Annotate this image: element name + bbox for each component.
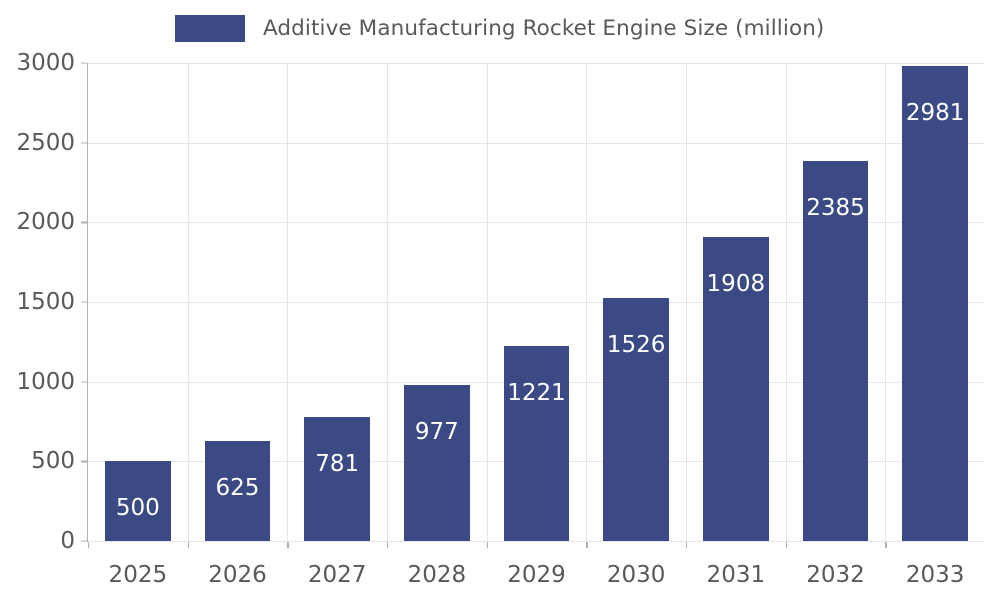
bar-slot: 625 bbox=[204, 63, 271, 541]
bar-slot: 500 bbox=[104, 63, 171, 541]
y-tick-mark bbox=[81, 460, 87, 463]
bar-value-label: 781 bbox=[315, 450, 360, 477]
bar-slot: 1526 bbox=[603, 63, 670, 541]
x-tick-mark bbox=[885, 542, 887, 548]
x-tick-label: 2026 bbox=[208, 562, 267, 588]
legend-label: Additive Manufacturing Rocket Engine Siz… bbox=[263, 15, 825, 41]
y-tick-mark bbox=[81, 142, 87, 144]
y-gridline bbox=[88, 222, 985, 224]
x-tick-label: 2029 bbox=[507, 562, 566, 588]
y-tick-mark bbox=[81, 381, 87, 383]
x-tick-mark bbox=[586, 542, 588, 548]
bar-value-label: 977 bbox=[414, 419, 459, 446]
chart-legend: Additive Manufacturing Rocket Engine Siz… bbox=[175, 13, 824, 43]
y-gridline bbox=[88, 302, 985, 303]
x-gridline bbox=[785, 63, 787, 541]
y-tick-label: 500 bbox=[31, 448, 75, 475]
y-tick-label: 2000 bbox=[16, 209, 75, 236]
bar[interactable] bbox=[104, 461, 171, 541]
x-tick-label: 2031 bbox=[706, 562, 766, 588]
x-gridline bbox=[686, 63, 687, 541]
bar[interactable] bbox=[204, 441, 271, 541]
bar-value-label: 2981 bbox=[905, 100, 965, 127]
y-tick-mark bbox=[81, 301, 87, 303]
y-tick-label: 2500 bbox=[16, 129, 75, 156]
y-tick-label: 1000 bbox=[16, 368, 75, 395]
y-axis-tick-labels: 0 500 1000 1500 2000 2500 3000 bbox=[0, 0, 75, 600]
bar-slot: 977 bbox=[403, 63, 470, 541]
y-tick-label: 0 bbox=[60, 528, 75, 554]
x-tick-mark bbox=[387, 542, 389, 548]
x-gridline bbox=[586, 63, 588, 541]
x-tick-mark bbox=[187, 542, 190, 548]
y-tick-label: 3000 bbox=[16, 50, 75, 76]
y-tick-mark bbox=[81, 62, 87, 64]
bar-value-label: 625 bbox=[215, 475, 260, 502]
bar-slot: 2981 bbox=[902, 63, 969, 541]
bar[interactable] bbox=[304, 416, 371, 541]
x-tick-mark bbox=[486, 542, 489, 548]
y-gridline bbox=[88, 541, 985, 542]
bar[interactable] bbox=[503, 346, 570, 541]
x-gridline bbox=[187, 63, 189, 541]
x-tick-mark bbox=[785, 542, 788, 548]
x-gridline bbox=[287, 63, 289, 541]
bar-value-label: 1221 bbox=[507, 380, 566, 407]
legend-color-swatch bbox=[175, 14, 245, 42]
bar-slot: 2385 bbox=[802, 63, 869, 541]
bar-slot: 781 bbox=[304, 63, 371, 541]
x-gridline bbox=[486, 63, 488, 541]
bar[interactable] bbox=[802, 161, 869, 541]
bar[interactable] bbox=[702, 237, 769, 541]
x-gridline bbox=[387, 63, 388, 541]
bar-slot: 1908 bbox=[702, 63, 769, 541]
y-tick-mark bbox=[81, 221, 87, 224]
y-tick-mark bbox=[81, 540, 87, 542]
y-gridline bbox=[88, 142, 985, 144]
x-tick-label: 2027 bbox=[307, 562, 367, 588]
bar-value-label: 1526 bbox=[606, 331, 666, 358]
x-tick-label: 2025 bbox=[108, 562, 168, 588]
x-gridline bbox=[885, 63, 887, 541]
plot-area: 500 625 781 977 1221 1526 1908 2385 2981 bbox=[88, 63, 985, 542]
bar-slot: 1221 bbox=[503, 63, 570, 541]
y-axis-spine bbox=[87, 63, 89, 542]
x-tick-label: 2033 bbox=[905, 562, 965, 588]
bar-value-label: 1908 bbox=[706, 270, 766, 297]
x-tick-mark bbox=[88, 542, 90, 548]
bar[interactable] bbox=[902, 66, 969, 541]
x-tick-label: 2030 bbox=[606, 562, 666, 588]
bar[interactable] bbox=[403, 385, 470, 541]
x-tick-mark bbox=[287, 542, 289, 548]
x-tick-mark bbox=[686, 542, 688, 548]
bar-value-label: 500 bbox=[115, 495, 160, 522]
x-tick-label: 2032 bbox=[806, 562, 865, 588]
bar-value-label: 2385 bbox=[806, 194, 865, 221]
x-tick-label: 2028 bbox=[407, 562, 467, 588]
bar[interactable] bbox=[603, 297, 670, 541]
y-gridline bbox=[88, 63, 985, 64]
y-tick-label: 1500 bbox=[16, 289, 75, 315]
